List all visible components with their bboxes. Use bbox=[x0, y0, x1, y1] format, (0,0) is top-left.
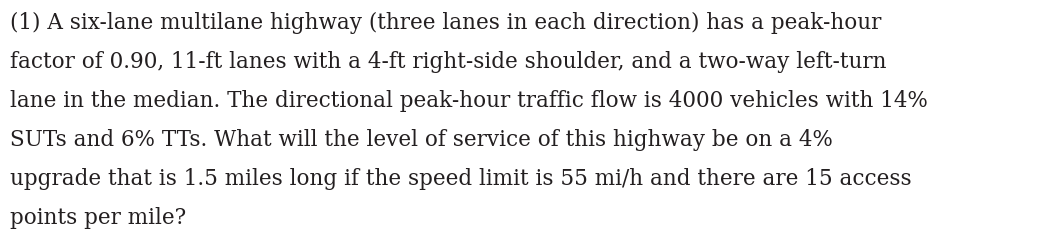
Text: (1) A six-lane multilane highway (three lanes in each direction) has a peak-hour: (1) A six-lane multilane highway (three … bbox=[10, 12, 881, 34]
Text: SUTs and 6% TTs. What will the level of service of this highway be on a 4%: SUTs and 6% TTs. What will the level of … bbox=[10, 128, 833, 150]
Text: points per mile?: points per mile? bbox=[10, 206, 186, 228]
Text: factor of 0.90, 11-ft lanes with a 4-ft right-side shoulder, and a two-way left-: factor of 0.90, 11-ft lanes with a 4-ft … bbox=[10, 51, 886, 73]
Text: upgrade that is 1.5 miles long if the speed limit is 55 mi/h and there are 15 ac: upgrade that is 1.5 miles long if the sp… bbox=[10, 167, 911, 189]
Text: lane in the median. The directional peak-hour traffic flow is 4000 vehicles with: lane in the median. The directional peak… bbox=[10, 90, 928, 112]
